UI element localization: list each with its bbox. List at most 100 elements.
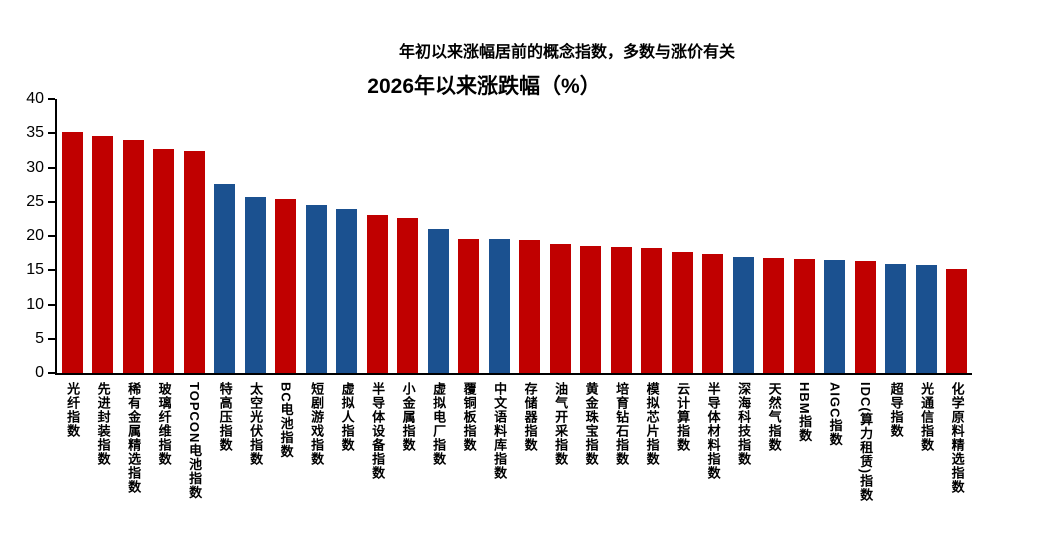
y-axis-tick-label: 40 [26, 90, 44, 107]
bar-category-label: 半导体设备指数 [370, 382, 386, 480]
bar-category-label: 太空光伏指数 [248, 382, 264, 466]
bar-slot: 太空光伏指数 [240, 99, 271, 466]
bar [305, 205, 327, 373]
bar [702, 253, 724, 373]
bar [153, 149, 175, 373]
y-axis-tick-mark [48, 235, 55, 237]
bar-slot: 油气开采指数 [545, 99, 576, 466]
bar-category-label: 培育钻石指数 [614, 382, 630, 466]
bar-slot: 培育钻石指数 [606, 99, 637, 466]
bar [610, 246, 632, 373]
bar-category-label: 覆铜板指数 [461, 382, 477, 452]
bar [915, 265, 937, 373]
bar-category-label: 短剧游戏指数 [309, 382, 325, 466]
bar-slot: 短剧游戏指数 [301, 99, 332, 466]
bar-slot: IDC(算力租赁)指数 [850, 99, 881, 502]
bar [61, 131, 83, 373]
chart-subtitle: 年初以来涨幅居前的概念指数，多数与涨价有关 [398, 44, 736, 61]
bar-slot: 半导体材料指数 [698, 99, 729, 480]
bar-category-label: 中文语料库指数 [492, 382, 508, 480]
bar-category-label: BC电池指数 [278, 382, 294, 459]
bar-slot: 稀有金属精选指数 [118, 99, 149, 494]
bar-category-label: 化学原料精选指数 [949, 382, 965, 494]
bar-slot: 模拟芯片指数 [637, 99, 668, 466]
bar-category-label: 稀有金属精选指数 [126, 382, 142, 494]
y-axis-tick-mark [48, 337, 55, 340]
bar-slot: 化学原料精选指数 [942, 99, 973, 494]
bar [946, 268, 968, 373]
chart-title: 2026年以来涨跌幅（%） [367, 75, 601, 98]
bar-category-label: 半导体材料指数 [705, 382, 721, 480]
bar-category-label: IDC(算力租赁)指数 [858, 382, 874, 503]
bar-slot: 存储器指数 [515, 99, 546, 452]
bars-container: 光纤指数 先进封装指数 稀有金属精选指数 玻璃纤维指数 TOPCON电池指数 特高压指数太… [57, 99, 973, 502]
bar-category-label: 天然气指数 [766, 382, 782, 452]
bar-slot: TOPCON电池指数 [179, 99, 210, 499]
bar-slot: 超导指数 [881, 99, 912, 438]
bar-slot: 虚拟电厂指数 [423, 99, 454, 466]
bar-slot: 先进封装指数 [88, 99, 119, 466]
bar-category-label: 超导指数 [888, 382, 904, 438]
bar [519, 240, 541, 373]
bar-category-label: 小金属指数 [400, 382, 416, 452]
y-axis-tick-mark [48, 372, 55, 374]
bar-category-label: TOPCON电池指数 [187, 382, 203, 500]
bar [397, 218, 419, 373]
bar [427, 229, 449, 373]
bar-slot: 天然气指数 [759, 99, 790, 452]
y-axis-tick-label: 20 [26, 227, 44, 244]
bar-slot: 光纤指数 [57, 99, 88, 438]
bar-category-label: HBM指数 [797, 382, 813, 443]
bar [549, 244, 571, 373]
bar [275, 199, 297, 373]
bar-category-label: 模拟芯片指数 [644, 382, 660, 466]
y-axis-tick-mark [48, 200, 55, 203]
bar-slot: HBM指数 [789, 99, 820, 443]
bar-slot: 小金属指数 [393, 99, 424, 452]
bar-category-label: 油气开采指数 [553, 382, 569, 466]
bar [92, 136, 114, 373]
bar-slot: 特高压指数 [210, 99, 241, 452]
bar [488, 239, 510, 373]
bar-category-label: 存储器指数 [522, 382, 538, 452]
y-axis-tick-label: 15 [26, 261, 44, 279]
bar-category-label: 深海科技指数 [736, 382, 752, 466]
bar [244, 196, 266, 373]
bar-category-label: 虚拟人指数 [339, 382, 355, 452]
bar [793, 259, 815, 373]
y-axis-tick-label: 10 [26, 295, 44, 313]
bar-category-label: 光纤指数 [65, 382, 81, 438]
bar-slot: 中文语料库指数 [484, 99, 515, 480]
bar [183, 151, 205, 373]
bar [122, 140, 144, 373]
bar-slot: 云计算指数 [667, 99, 698, 452]
bar [732, 257, 754, 373]
bar-category-label: 玻璃纤维指数 [156, 382, 172, 466]
bar-slot: 光通信指数 [911, 99, 942, 452]
bar [458, 238, 480, 373]
y-axis-tick-label: 35 [26, 124, 44, 142]
bar [671, 251, 693, 373]
bar [641, 247, 663, 373]
bar [336, 208, 358, 373]
bar-category-label: 虚拟电厂指数 [431, 382, 447, 466]
y-axis-tick-label: 25 [26, 192, 44, 210]
y-axis-tick-label: 5 [35, 329, 44, 347]
bar-category-label: AIGC指数 [827, 382, 843, 447]
bar-category-label: 黄金珠宝指数 [583, 382, 599, 466]
y-axis-tick-label: 0 [35, 364, 44, 381]
bar-slot: 玻璃纤维指数 [149, 99, 180, 466]
bar-category-label: 云计算指数 [675, 382, 691, 452]
bar [854, 261, 876, 373]
bar [824, 259, 846, 373]
bar-category-label: 先进封装指数 [95, 382, 111, 466]
bar-slot: 深海科技指数 [728, 99, 759, 466]
bar-slot: AIGC指数 [820, 99, 851, 447]
bar [885, 264, 907, 373]
y-axis-tick-mark [48, 166, 55, 169]
bar-slot: 半导体设备指数 [362, 99, 393, 480]
y-axis-tick-mark [48, 303, 55, 306]
bar [366, 215, 388, 373]
plot-area: 0 5 10 15 20 25 30 35 40 光纤指数 先进封装指数 稀有金属精选指数 玻璃纤维指… [26, 91, 973, 502]
